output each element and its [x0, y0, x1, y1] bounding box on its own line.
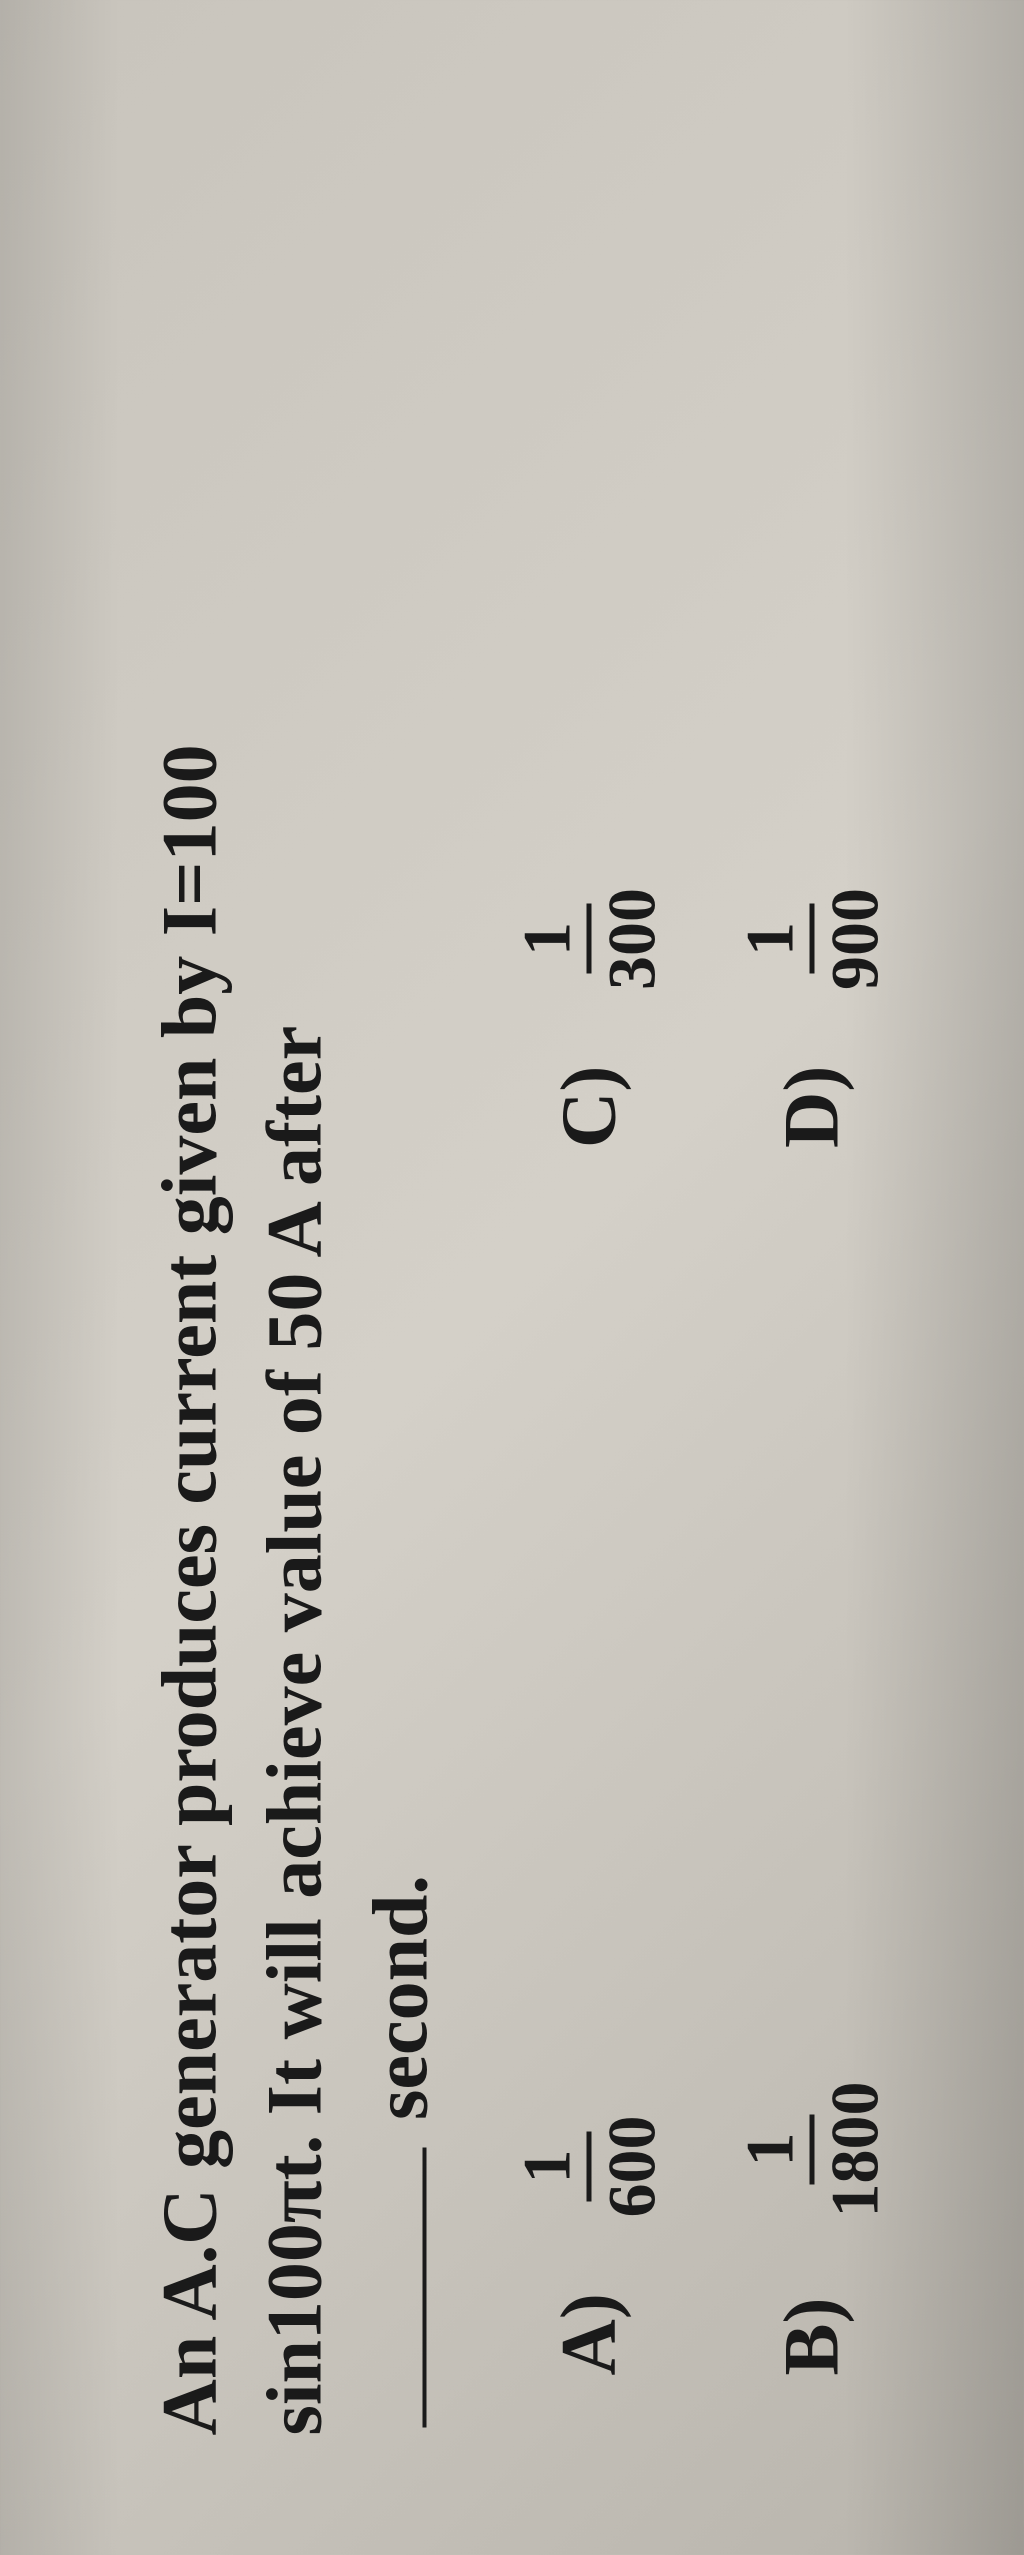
options-container: A) 1 600 C) 1 300 B) 1 1800 D) 1 900	[512, 120, 888, 2435]
option-c-label: C)	[544, 1038, 634, 1148]
option-c-denominator: 300	[591, 870, 665, 1008]
option-a: A) 1 600	[512, 1348, 665, 2376]
option-b: B) 1 1800	[735, 1348, 888, 2376]
option-a-denominator: 600	[591, 2097, 665, 2235]
exam-page: An A.C generator produces current given …	[1, 0, 1024, 2555]
question-line-1: An A.C generator produces current given …	[146, 744, 233, 2435]
option-c-value: 1 300	[512, 870, 665, 1008]
option-b-value: 1 1800	[735, 2063, 888, 2235]
question-line-2: sin100πt. It will achieve value of 50 A …	[251, 1025, 338, 2435]
question-line-3: second.	[356, 1875, 443, 2139]
option-d-denominator: 900	[814, 870, 888, 1008]
question-stem: An A.C generator produces current given …	[137, 120, 453, 2435]
option-a-label: A)	[544, 2265, 634, 2375]
option-a-numerator: 1	[512, 2131, 591, 2201]
option-b-label: B)	[767, 2265, 857, 2375]
option-b-denominator: 1800	[814, 2063, 888, 2235]
fill-blank-line	[422, 2147, 426, 2427]
option-d-label: D)	[767, 1038, 857, 1148]
option-d-numerator: 1	[735, 904, 814, 974]
option-c-numerator: 1	[512, 904, 591, 974]
option-d: D) 1 900	[735, 120, 888, 1148]
option-b-numerator: 1	[735, 2114, 814, 2184]
option-c: C) 1 300	[512, 120, 665, 1148]
option-a-value: 1 600	[512, 2097, 665, 2235]
option-d-value: 1 900	[735, 870, 888, 1008]
